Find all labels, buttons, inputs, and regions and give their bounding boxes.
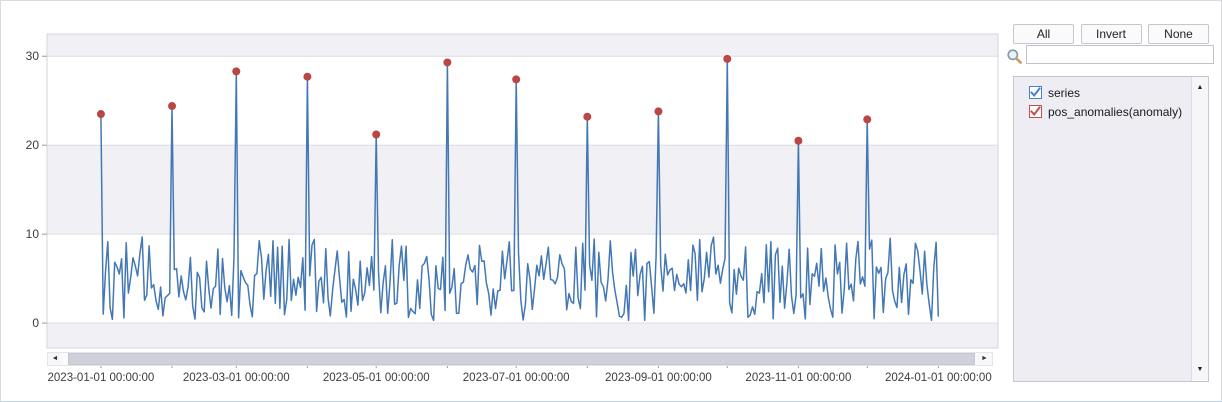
y-tick-label: 20	[26, 138, 40, 152]
y-tick-label: 0	[32, 316, 39, 330]
anomaly-marker	[372, 130, 381, 139]
legend-item-list: series pos_anomalies(anomaly)	[1014, 77, 1208, 121]
x-tick-label: 2024-01-01 00:00:00	[885, 372, 992, 384]
y-tick-label: 30	[26, 49, 40, 63]
series-checkbox[interactable]	[1029, 105, 1042, 118]
plot-band	[47, 34, 998, 57]
all-button[interactable]: All	[1013, 24, 1074, 44]
timeseries-chart: 0 10 20 30 2023-01-01 00:00:00 2023-03-01 00:…	[26, 33, 999, 384]
legend-toolbar: All Invert None	[1013, 24, 1209, 44]
search-input[interactable]	[1026, 45, 1214, 64]
anomaly-marker	[443, 58, 452, 67]
x-tick-label: 2023-07-01 00:00:00	[463, 372, 570, 384]
vertical-scrollbar[interactable]: ▲ ▼	[1191, 77, 1208, 381]
anomaly-marker	[654, 107, 663, 116]
invert-button[interactable]: Invert	[1080, 24, 1142, 44]
anomaly-marker	[794, 136, 803, 145]
series-line	[100, 58, 940, 322]
y-tick-label: 10	[26, 227, 40, 241]
magnifier-icon	[1006, 48, 1023, 70]
x-tick-label: 2023-09-01 00:00:00	[605, 372, 712, 384]
series-checkbox[interactable]	[1029, 86, 1042, 99]
anomaly-marker	[863, 115, 872, 124]
scroll-left-icon[interactable]: ◄	[48, 353, 62, 365]
legend-item-series[interactable]: series	[1014, 83, 1208, 102]
plot-band	[47, 145, 998, 235]
x-tick-label: 2023-05-01 00:00:00	[323, 372, 430, 384]
anomaly-marker	[303, 72, 312, 81]
horizontal-scrollbar[interactable]: ◄ ►	[47, 352, 993, 366]
anomaly-marker	[168, 102, 177, 111]
series-listbox: series pos_anomalies(anomaly) ▲ ▼	[1013, 76, 1209, 382]
plot-border	[46, 33, 999, 349]
anomaly-marker	[723, 54, 732, 63]
x-tick-label: 2023-01-01 00:00:00	[48, 372, 155, 384]
anomaly-marker	[232, 67, 241, 76]
legend-item-pos-anomalies-anomaly-[interactable]: pos_anomalies(anomaly)	[1014, 102, 1208, 121]
anomaly-marker	[96, 110, 105, 119]
none-button[interactable]: None	[1148, 24, 1209, 44]
plot-band	[47, 323, 998, 348]
x-tick-label: 2023-11-01 00:00:00	[745, 372, 851, 384]
scroll-down-icon[interactable]: ▼	[1196, 366, 1204, 373]
scroll-up-icon[interactable]: ▲	[1196, 84, 1204, 91]
anomaly-marker	[583, 112, 592, 121]
x-tick-label: 2023-03-01 00:00:00	[183, 372, 290, 384]
scroll-right-icon[interactable]: ►	[977, 353, 992, 365]
legend-item-label: pos_anomalies(anomaly)	[1048, 104, 1183, 119]
legend-item-label: series	[1048, 85, 1081, 100]
anomaly-marker	[512, 75, 521, 84]
h-scrollbar-thumb[interactable]	[68, 353, 975, 365]
